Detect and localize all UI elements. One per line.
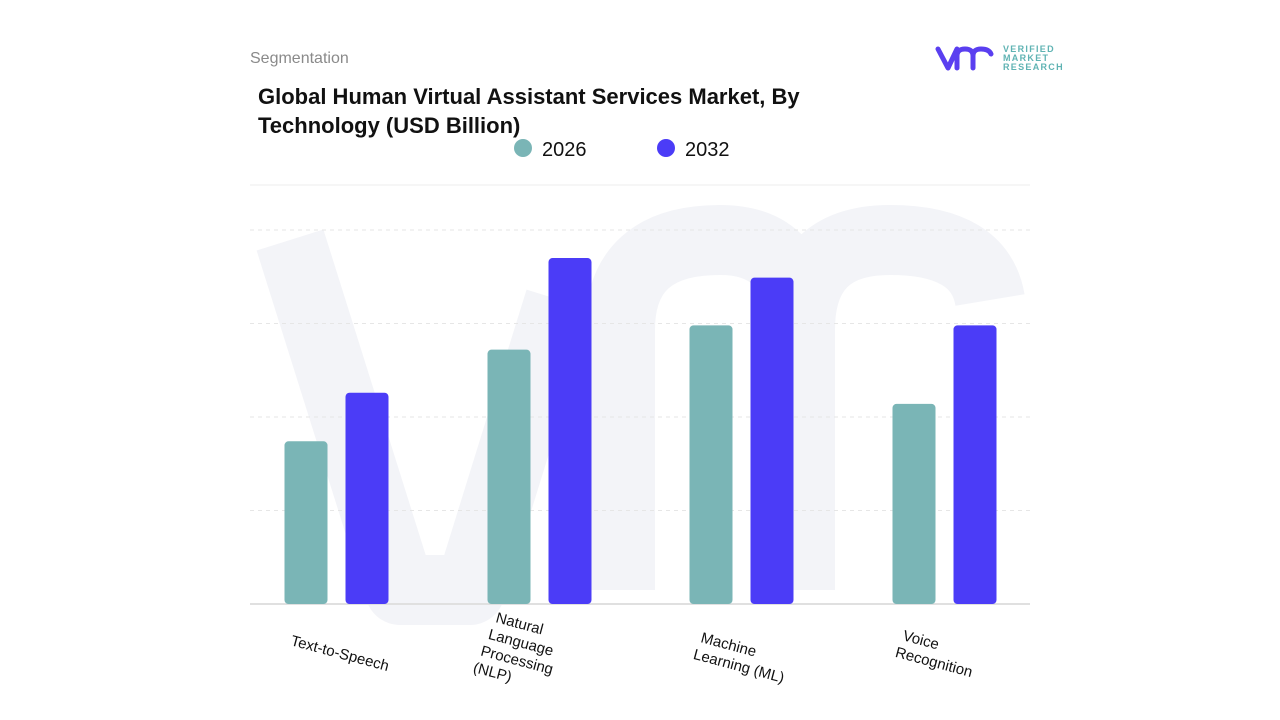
logo-text: VERIFIED MARKET RESEARCH (1003, 43, 1064, 72)
logo: VERIFIED MARKET RESEARCH (935, 44, 1064, 72)
bar-2026-2 (689, 325, 733, 604)
legend-marker-2026 (514, 139, 532, 157)
bar-2026-0 (284, 441, 328, 604)
bar-2032-2 (750, 277, 794, 604)
x-tick-label: Text-to-Speech (289, 632, 391, 675)
vmr-logo-mark-icon (935, 46, 994, 71)
bar-2032-1 (548, 258, 592, 604)
bar-2032-0 (345, 392, 389, 604)
section-label: Segmentation (250, 50, 349, 67)
x-tick-label: VoiceRecognition (893, 627, 979, 681)
watermark-logo (256, 205, 1025, 625)
bar-2032-3 (953, 325, 997, 604)
x-tick-label: MachineLearning (ML) (691, 629, 790, 687)
chart-title: Global Human Virtual Assistant Services … (258, 84, 800, 138)
legend-label-2032: 2032 (685, 139, 730, 161)
legend-marker-2032 (657, 139, 675, 157)
legend-label-2026: 2026 (542, 139, 587, 161)
bar-2026-1 (487, 349, 531, 604)
bar-2026-3 (892, 403, 936, 604)
